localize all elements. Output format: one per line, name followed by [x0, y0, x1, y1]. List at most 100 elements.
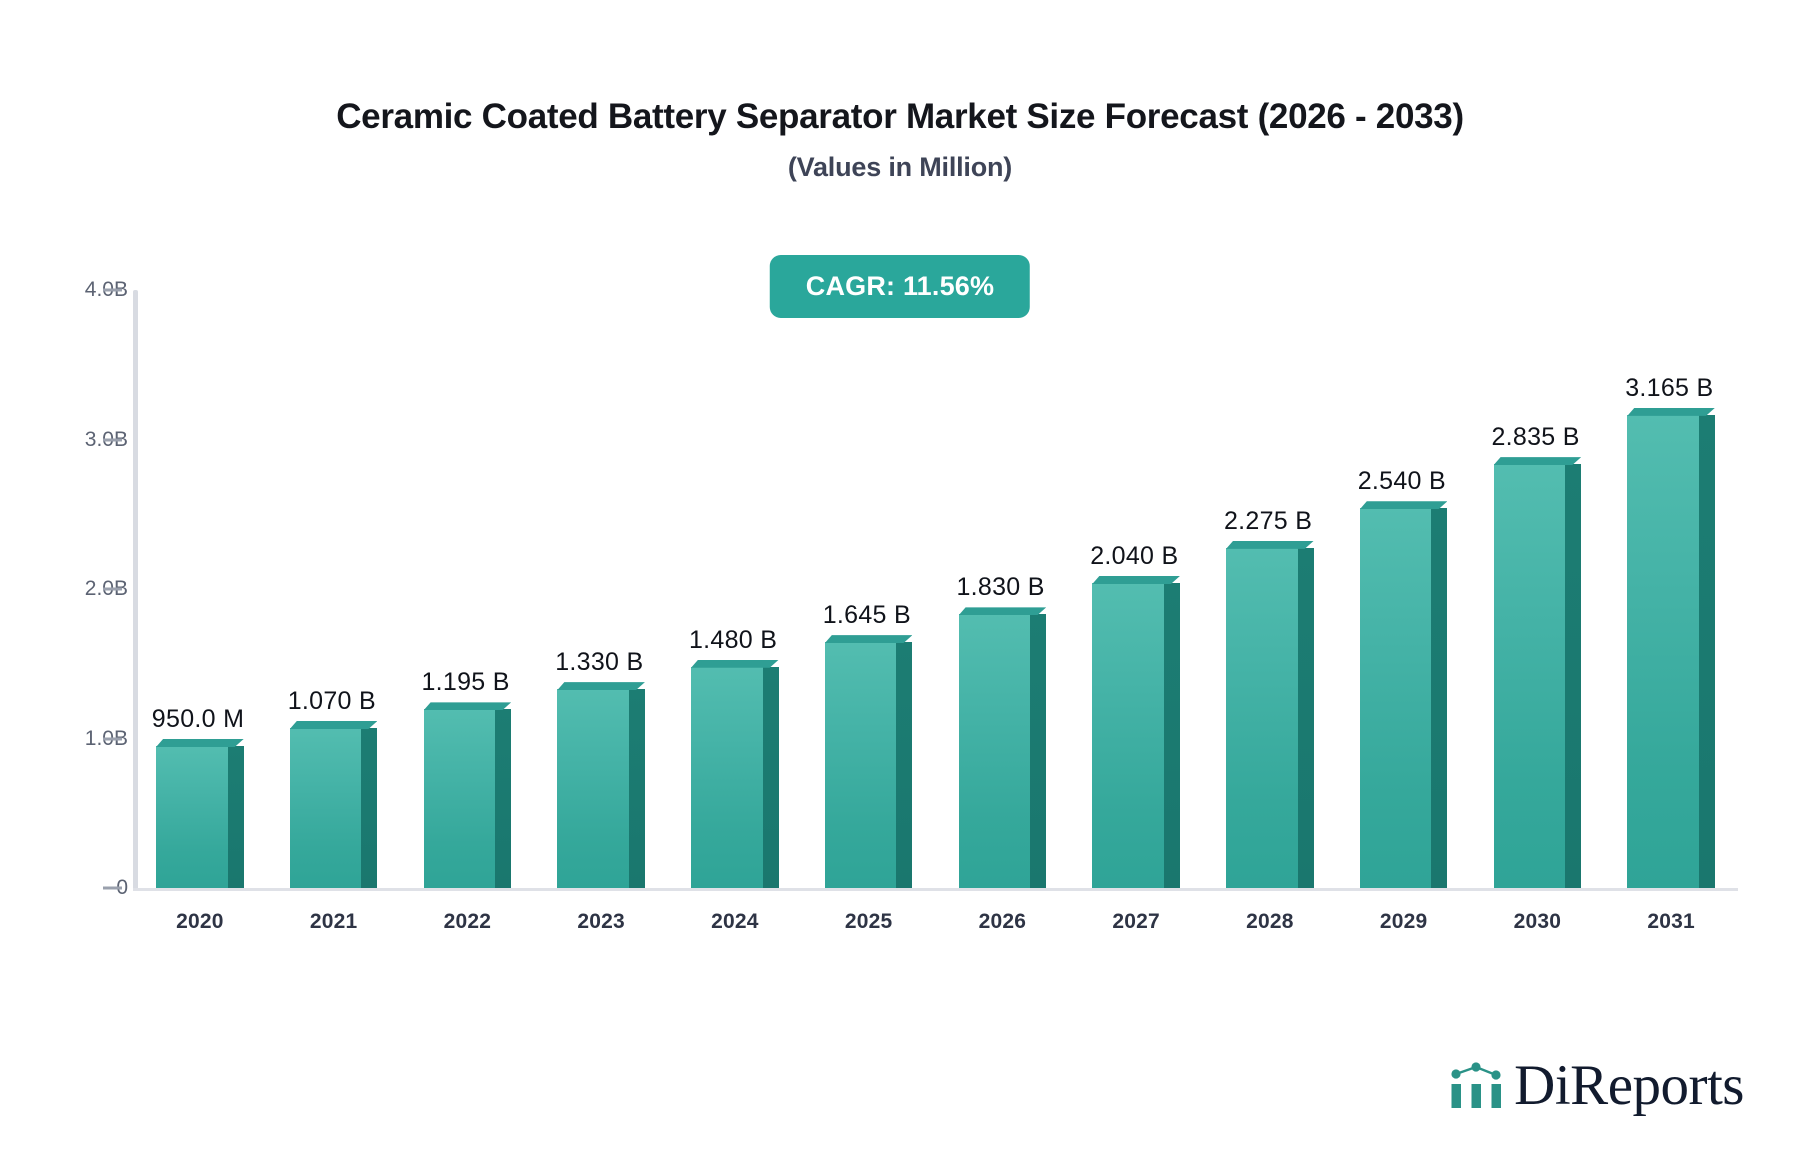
bar-front-face: [1359, 508, 1432, 888]
y-axis-line: [133, 290, 138, 890]
bar: 1.070 B: [288, 687, 378, 888]
x-axis-tick-label: 2022: [443, 910, 492, 933]
bar-side-face: [1163, 583, 1180, 888]
y-axis-tick-mark: [103, 886, 122, 890]
chart-header: Ceramic Coated Battery Separator Market …: [0, 96, 1800, 183]
bar-front-face: [289, 728, 362, 888]
bar-value-label: 2.040 B: [1090, 542, 1179, 571]
x-axis-tick-label: 2026: [978, 910, 1027, 933]
bar-top-face: [1092, 576, 1180, 584]
bar: 1.195 B: [421, 668, 512, 888]
direports-logo: DiReports: [1449, 1057, 1744, 1114]
x-axis-line: [133, 888, 1738, 891]
x-axis-tick-label: 2021: [309, 910, 358, 933]
x-axis-tick-label: 2025: [844, 910, 893, 933]
bar-front-face: [1627, 414, 1699, 888]
bar-front-face: [557, 689, 629, 888]
bar-value-label: 1.480 B: [688, 625, 778, 654]
y-axis-tick-mark: [103, 737, 122, 740]
bar-side-face: [361, 728, 378, 888]
y-axis-tick-mark: [103, 587, 122, 591]
bar-side-face: [896, 642, 913, 888]
bar-front-face: [423, 709, 496, 888]
bar-column: 2.040 B: [1090, 290, 1180, 888]
bar: 1.645 B: [823, 601, 913, 888]
bar-column: 1.330 B: [555, 290, 645, 888]
bar-side-face: [1030, 614, 1047, 888]
bar-top-face: [1494, 457, 1582, 465]
bar: 1.830 B: [956, 573, 1047, 888]
bar-column: 1.195 B: [421, 290, 512, 888]
x-axis-tick-label: 2030: [1513, 910, 1562, 933]
bar: 2.275 B: [1224, 507, 1314, 888]
bar-side-face: [1297, 547, 1314, 888]
bar-front-face: [156, 745, 228, 888]
bar-column: 1.070 B: [288, 290, 378, 888]
bar: 950.0 M: [152, 705, 244, 888]
bar-value-label: 1.830 B: [956, 573, 1045, 602]
chart-subtitle: (Values in Million): [787, 152, 1013, 182]
x-axis-tick-label: 2020: [176, 910, 224, 933]
bar-column: 1.645 B: [823, 290, 913, 888]
bar-top-face: [1360, 501, 1448, 509]
bar-value-label: 1.645 B: [822, 601, 911, 630]
bar-front-face: [1092, 583, 1164, 888]
bar: 3.165 B: [1625, 374, 1715, 888]
bar-value-label: 1.070 B: [287, 687, 376, 716]
y-axis-tick-label: 0: [116, 876, 128, 899]
bar-chart-logo-icon: [1451, 1061, 1502, 1108]
bar-column: 950.0 M: [152, 290, 244, 888]
bar-top-face: [959, 607, 1047, 615]
bar-side-face: [762, 666, 779, 888]
bar-value-label: 950.0 M: [151, 704, 245, 733]
bar-column: 2.540 B: [1358, 290, 1448, 888]
bar-front-face: [824, 642, 897, 888]
bar: 1.480 B: [689, 626, 779, 888]
bar-side-face: [227, 745, 244, 888]
bar-side-face: [628, 689, 645, 888]
bar-side-face: [495, 709, 512, 888]
y-axis-tick-mark: [103, 288, 122, 292]
x-axis-tick-label: 2028: [1246, 910, 1294, 933]
x-axis-tick-label: 2023: [577, 910, 625, 933]
bar: 2.540 B: [1358, 467, 1448, 888]
bar-column: 1.830 B: [956, 290, 1047, 888]
bar-top-face: [424, 702, 512, 710]
bar-column: 3.165 B: [1625, 290, 1715, 888]
bar-side-face: [1565, 464, 1582, 888]
page-title: Ceramic Coated Battery Separator Market …: [336, 97, 1464, 136]
x-axis-tick-label: 2031: [1647, 910, 1695, 933]
bar: 2.040 B: [1090, 542, 1180, 888]
bar-top-face: [557, 682, 645, 690]
bar-top-face: [290, 721, 378, 729]
bar-side-face: [1698, 414, 1715, 888]
x-axis-tick-label: 2027: [1112, 910, 1160, 933]
bar-top-face: [1627, 408, 1715, 416]
x-axis-tick-label: 2024: [711, 910, 759, 933]
bar-column: 2.275 B: [1224, 290, 1314, 888]
bar-series: 950.0 M 1.070 B 1.195 B 1.330 B 1.480 B 1.645…: [133, 290, 1738, 888]
bar-column: 2.835 B: [1491, 290, 1582, 888]
bar-value-label: 1.330 B: [555, 648, 644, 677]
bar: 2.835 B: [1491, 423, 1582, 888]
bar-front-face: [691, 666, 763, 888]
y-axis-tick-mark: [103, 438, 122, 441]
cagr-badge: CAGR: 11.56%: [769, 255, 1031, 318]
bar-value-label: 3.165 B: [1625, 373, 1714, 402]
bar-side-face: [1431, 508, 1448, 888]
logo-text: DiReports: [1514, 1054, 1744, 1117]
bar-value-label: 2.835 B: [1491, 423, 1580, 452]
x-axis-tick-label: 2029: [1379, 910, 1428, 933]
bar-top-face: [825, 635, 913, 643]
bar-top-face: [1226, 541, 1314, 549]
bar-column: 1.480 B: [689, 290, 779, 888]
bar-value-label: 2.275 B: [1223, 506, 1313, 535]
bar-top-face: [691, 660, 779, 668]
bar-top-face: [156, 739, 244, 747]
bar-front-face: [1226, 547, 1298, 888]
bar-value-label: 1.195 B: [421, 668, 510, 697]
bar-front-face: [958, 614, 1031, 888]
bar-value-label: 2.540 B: [1357, 467, 1446, 496]
